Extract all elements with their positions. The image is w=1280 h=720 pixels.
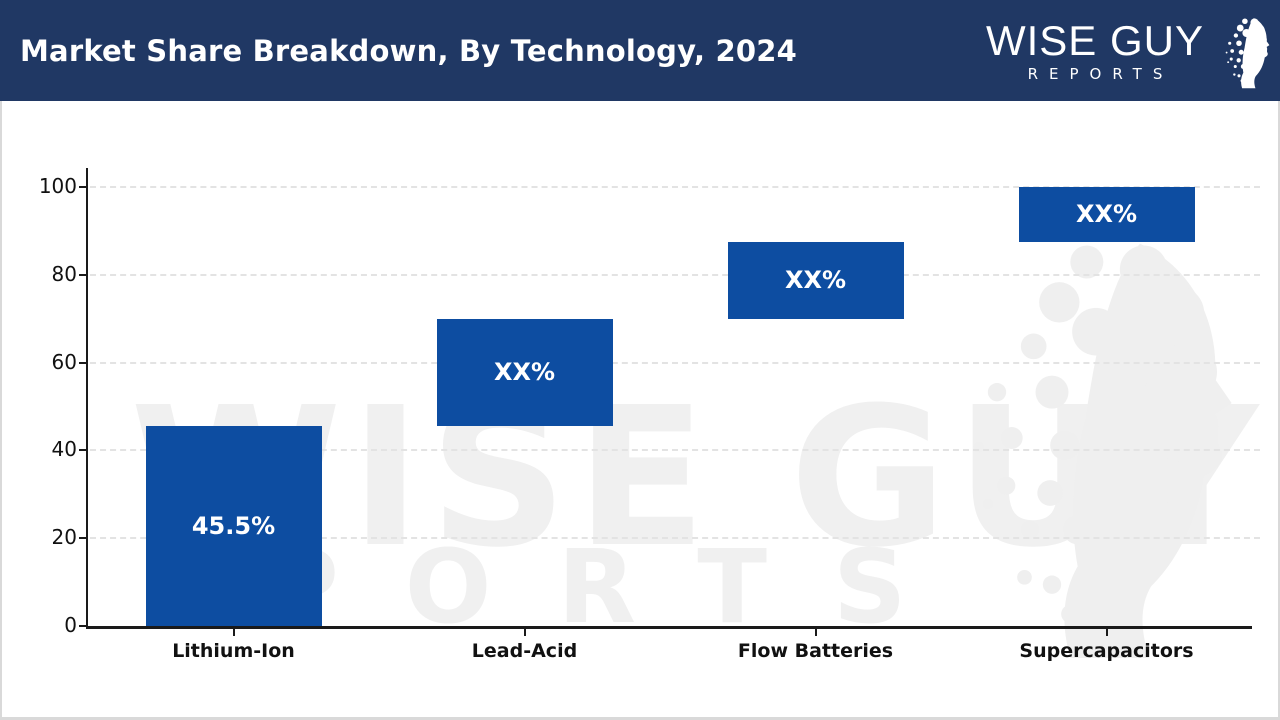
chart-title: Market Share Breakdown, By Technology, 2… — [20, 33, 798, 68]
x-tick — [523, 629, 526, 636]
bar-value-label: XX% — [1075, 200, 1138, 229]
y-tick-label: 40 — [51, 437, 77, 462]
y-tick — [79, 186, 87, 188]
y-tick — [79, 361, 87, 364]
y-tick-label: 80 — [51, 261, 77, 286]
bar-flow-batteries: XX% — [727, 241, 904, 319]
x-tick — [1105, 629, 1108, 636]
x-tick-label: Supercapacitors — [1019, 640, 1194, 662]
bar-supercapacitors: XX% — [1018, 187, 1195, 242]
y-tick-label: 0 — [64, 613, 77, 637]
x-tick-label: Flow Batteries — [737, 640, 894, 662]
bar-lead-acid: XX% — [436, 318, 613, 427]
bar-value-label: XX% — [493, 358, 556, 387]
y-tick — [79, 449, 87, 452]
brand-logo: WISE GUY REPORTS — [986, 6, 1270, 96]
x-tick — [232, 629, 235, 636]
gridline — [90, 186, 1260, 188]
gridline — [90, 449, 1260, 452]
x-tick-label: Lithium-Ion — [172, 640, 295, 662]
bar-value-label: XX% — [784, 266, 847, 295]
y-axis — [86, 168, 88, 629]
gridline — [90, 537, 1260, 540]
brand-name: WISE GUY — [985, 17, 1204, 64]
gridline — [90, 361, 1260, 364]
watermark-head-icon — [973, 243, 1232, 658]
y-tick — [79, 625, 87, 627]
y-tick — [79, 273, 87, 276]
bar-value-label: 45.5% — [191, 512, 276, 541]
head-profile-icon — [1225, 18, 1270, 89]
x-axis — [86, 626, 1252, 629]
gridline — [90, 273, 1260, 276]
header-band: Market Share Breakdown, By Technology, 2… — [0, 0, 1280, 101]
x-tick — [814, 629, 817, 636]
bar-lithium-ion: 45.5% — [145, 426, 322, 626]
y-tick-label: 60 — [51, 349, 77, 374]
brand-logo-text: WISE GUY REPORTS — [986, 20, 1204, 82]
y-tick-label: 100 — [38, 174, 77, 198]
y-tick-label: 20 — [51, 525, 77, 550]
x-tick-label: Lead-Acid — [471, 640, 578, 662]
y-tick — [79, 537, 87, 540]
brand-subname: REPORTS — [1027, 65, 1174, 83]
